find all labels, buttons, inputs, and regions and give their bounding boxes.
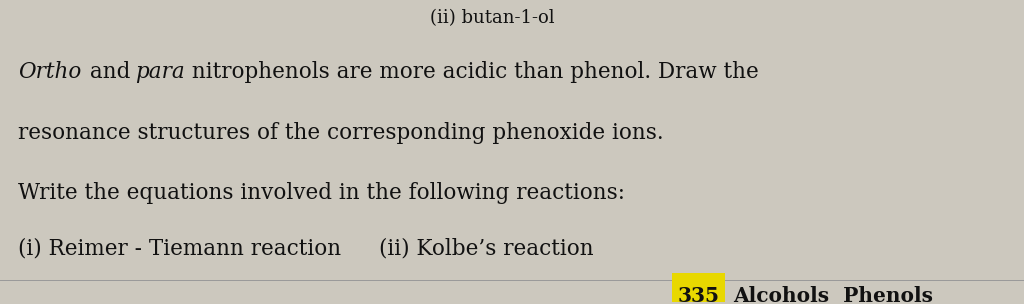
Text: nitrophenols are more acidic than phenol. Draw the: nitrophenols are more acidic than phenol… xyxy=(185,61,759,83)
Text: and: and xyxy=(83,61,137,83)
Text: (ii) Kolbe’s reaction: (ii) Kolbe’s reaction xyxy=(379,237,594,259)
Text: Write the equations involved in the following reactions:: Write the equations involved in the foll… xyxy=(18,182,626,204)
Text: Alcohols  Phenols: Alcohols Phenols xyxy=(733,286,933,304)
FancyBboxPatch shape xyxy=(672,273,725,302)
Text: para: para xyxy=(135,61,185,83)
Text: Ortho: Ortho xyxy=(18,61,82,83)
Text: resonance structures of the corresponding phenoxide ions.: resonance structures of the correspondin… xyxy=(18,122,664,143)
Text: (i) Reimer - Tiemann reaction: (i) Reimer - Tiemann reaction xyxy=(18,237,342,259)
Text: 335: 335 xyxy=(677,286,720,304)
Text: (ii) butan-1-ol: (ii) butan-1-ol xyxy=(430,9,555,27)
